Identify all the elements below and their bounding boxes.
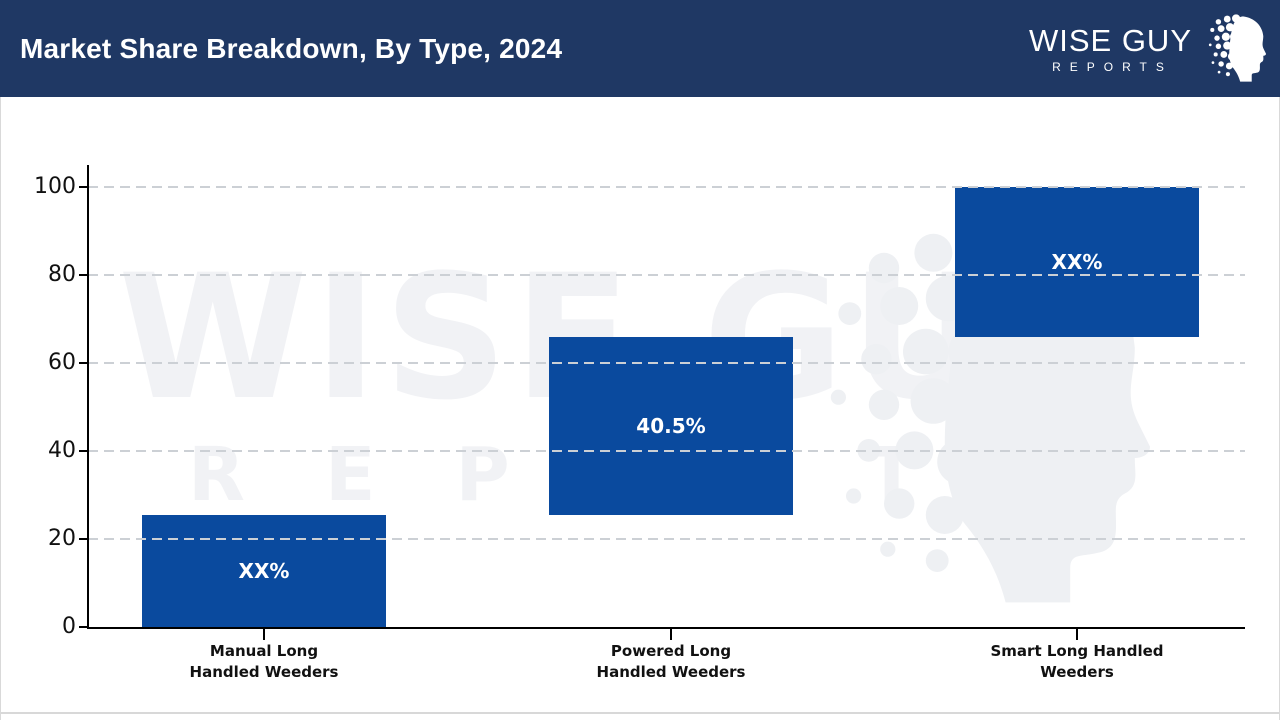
- x-axis-line: [87, 627, 1245, 629]
- y-tick: [79, 186, 88, 188]
- y-tick: [79, 362, 88, 364]
- y-tick: [79, 450, 88, 452]
- brand-subtitle: REPORTS: [1052, 59, 1173, 74]
- y-tick-label: 80: [48, 262, 76, 287]
- header: Market Share Breakdown, By Type, 2024 WI…: [0, 0, 1280, 97]
- x-tick-label: Smart Long Handled Weeders: [897, 641, 1257, 683]
- page-title: Market Share Breakdown, By Type, 2024: [20, 32, 563, 64]
- y-tick-label: 100: [34, 174, 76, 199]
- brand-name: WISE GUY: [1028, 22, 1192, 58]
- bar-value-label: XX%: [1051, 249, 1103, 274]
- x-tick-label-line: Handled Weeders: [596, 663, 746, 681]
- x-tick-label-line: Manual Long: [209, 642, 319, 660]
- y-axis-line: [87, 165, 89, 629]
- x-tick: [1076, 629, 1078, 640]
- left-border: [0, 97, 1, 720]
- y-tick-label: 60: [48, 350, 76, 375]
- x-tick-label-line: Powered Long: [610, 642, 732, 660]
- bar-segment: 40.5%: [549, 336, 793, 515]
- x-tick-label-line: Weeders: [1040, 663, 1114, 681]
- bar-segment: XX%: [142, 514, 386, 627]
- y-tick-label: 20: [48, 526, 76, 551]
- bottom-border: [0, 712, 1280, 714]
- x-tick-label-line: Handled Weeders: [189, 663, 339, 681]
- bar-value-label: XX%: [238, 558, 290, 583]
- x-tick-label: Powered Long Handled Weeders: [491, 641, 851, 683]
- x-tick-label-line: Smart Long Handled: [990, 642, 1164, 660]
- gridline-20: [88, 538, 1245, 540]
- bar-value-label: 40.5%: [636, 413, 706, 438]
- gridline-60: [88, 362, 1245, 364]
- gridline-100: [88, 186, 1245, 188]
- y-tick: [79, 626, 88, 628]
- brand-head-icon: [1208, 13, 1266, 82]
- bar-segment: XX%: [955, 187, 1199, 337]
- y-tick: [79, 274, 88, 276]
- y-tick-label: 0: [62, 614, 76, 639]
- brand-logo: WISE GUY REPORTS: [1029, 9, 1266, 89]
- y-tick-label: 40: [48, 438, 76, 463]
- gridline-40: [88, 450, 1245, 452]
- y-tick: [79, 538, 88, 540]
- x-tick: [670, 629, 672, 640]
- gridline-80: [88, 274, 1245, 276]
- x-tick-label: Manual Long Handled Weeders: [84, 641, 444, 683]
- x-tick: [263, 629, 265, 640]
